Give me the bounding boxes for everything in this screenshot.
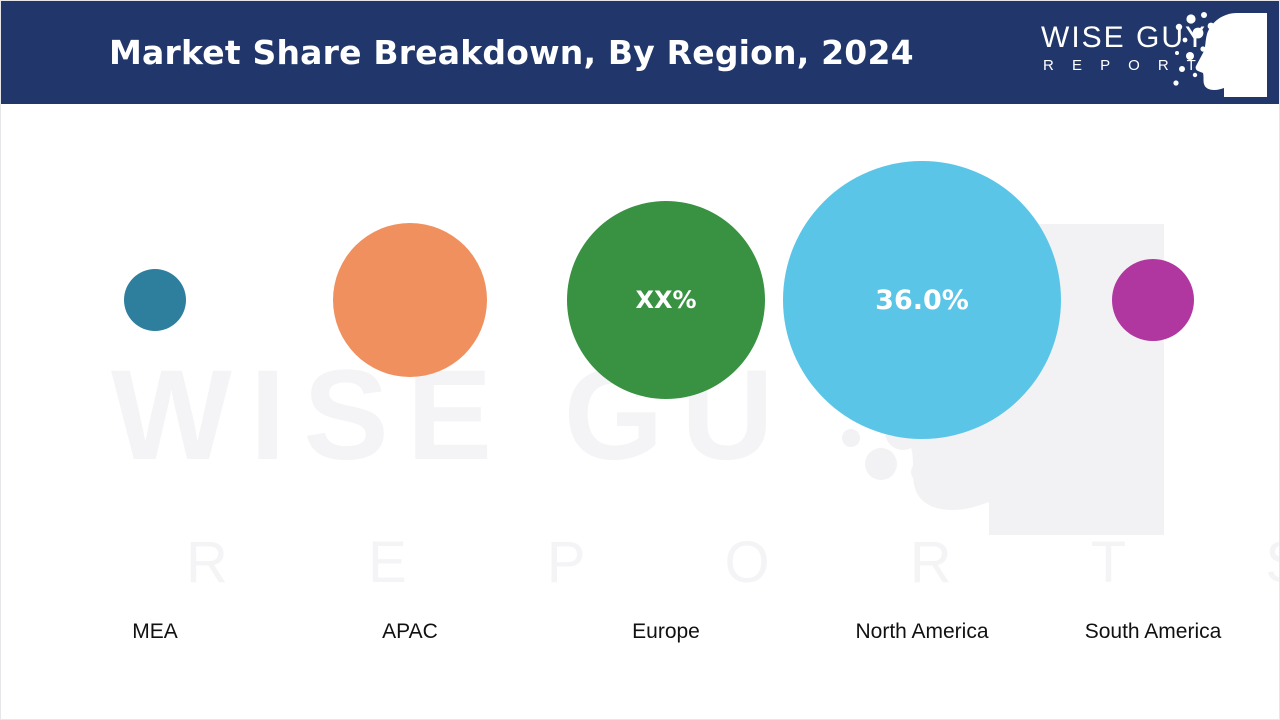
- category-label-apac: APAC: [382, 620, 438, 643]
- bubble-chart-plot-area: XX% 36.0% MEA APAC Europe North America …: [1, 104, 1279, 719]
- page-title: Market Share Breakdown, By Region, 2024: [109, 33, 914, 72]
- logo-secondary-text: R E P O R T S: [1043, 57, 1231, 74]
- brand-logo: WISE GUY R E P O R T S: [1033, 5, 1273, 101]
- bubble-value-label-europe: XX%: [635, 286, 697, 314]
- category-label-europe: Europe: [632, 620, 700, 643]
- bubble-north-america[interactable]: 36.0%: [783, 161, 1061, 439]
- category-label-north-america: North America: [855, 620, 989, 643]
- bubble-south-america[interactable]: [1112, 259, 1194, 341]
- bubble-mea[interactable]: [124, 269, 186, 331]
- category-label-mea: MEA: [132, 620, 178, 643]
- bubble-europe[interactable]: XX%: [567, 201, 765, 399]
- bubble-value-label-north-america: 36.0%: [875, 284, 969, 316]
- bubble-apac[interactable]: [333, 223, 487, 377]
- head-silhouette-dots-icon: [1173, 12, 1267, 97]
- category-label-south-america: South America: [1084, 620, 1222, 643]
- header-bar: Market Share Breakdown, By Region, 2024 …: [1, 1, 1279, 104]
